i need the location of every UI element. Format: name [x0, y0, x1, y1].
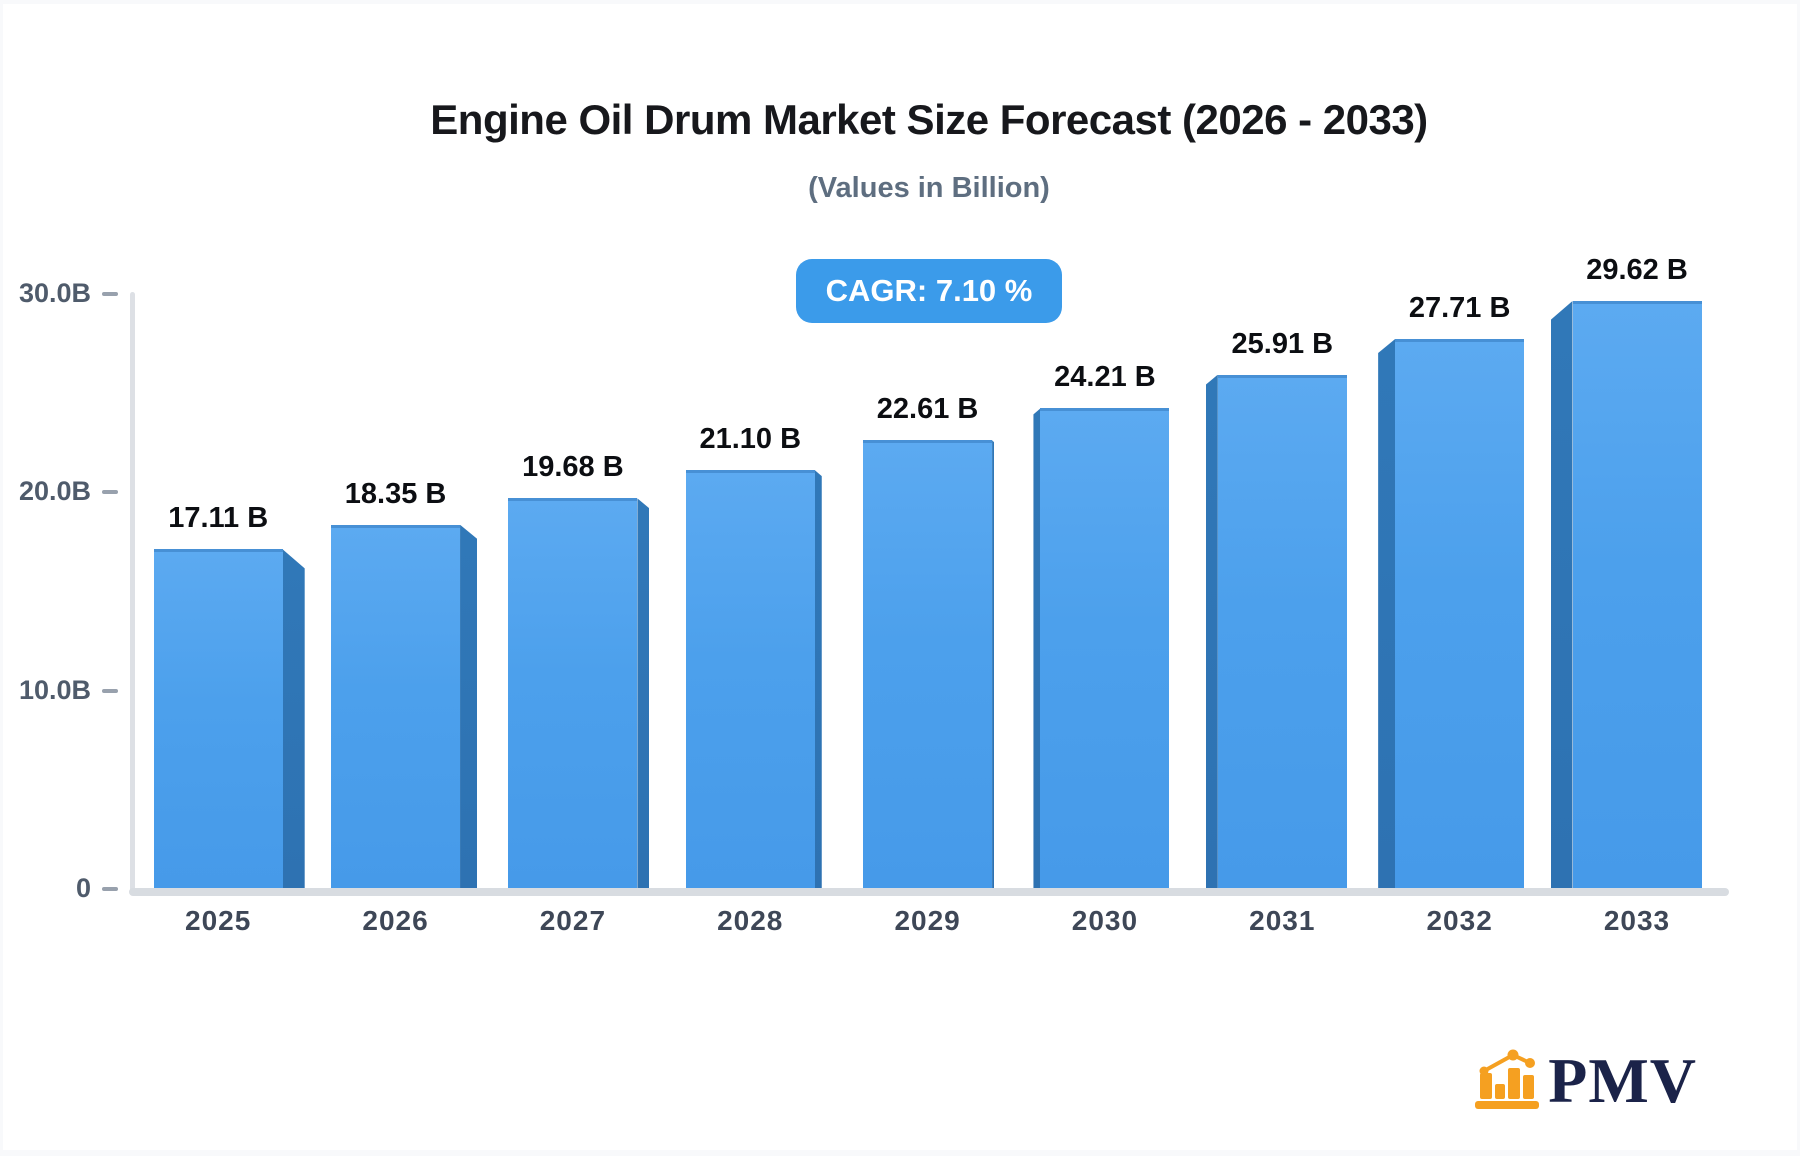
x-axis-label: 2031 [1249, 905, 1316, 936]
bar-value-label: 25.91 B [1231, 327, 1334, 360]
bar-side-shadow [814, 470, 822, 891]
x-axis-label: 2029 [894, 905, 961, 936]
chart-title: Engine Oil Drum Market Size Forecast (20… [430, 96, 1428, 143]
bar-side-shadow [1033, 408, 1041, 891]
bar-value-label: 27.71 B [1408, 291, 1511, 324]
bar-value-label: 19.68 B [522, 451, 624, 484]
bar-value-label: 24.21 B [1054, 361, 1156, 394]
bar-value-label: 22.61 B [876, 393, 979, 426]
x-axis-label: 2030 [1071, 905, 1139, 936]
y-axis-tick [102, 490, 118, 494]
bar-value-label: 29.62 B [1586, 254, 1688, 287]
bar-side-shadow [1205, 374, 1218, 891]
bar-value-label: 18.35 B [344, 477, 447, 510]
x-axis-label: 2028 [717, 905, 784, 936]
x-axis-label: 2025 [185, 905, 252, 936]
bar [685, 470, 815, 891]
logo-text: PMV [1548, 1045, 1697, 1116]
bar-value-label: 17.11 B [168, 502, 269, 535]
bar-side-shadow [282, 549, 305, 891]
chart-card: Engine Oil Drum Market Size Forecast (20… [3, 4, 1797, 1150]
chart-subtitle: (Values in Billion) [808, 172, 1050, 204]
bar [508, 498, 638, 891]
bar [1395, 338, 1525, 891]
y-axis-tick [102, 291, 118, 296]
bar [331, 524, 461, 891]
x-axis-label: 2027 [539, 905, 607, 936]
y-axis-label: 10.0B [18, 674, 91, 705]
bar-chart-icon [1475, 1049, 1540, 1109]
x-axis-baseline [129, 888, 1729, 896]
y-axis-line [130, 292, 135, 894]
bar-chart: 30.0B 20.0B 10.0B 0 17.11 B 2025 18.35 B 2026 19… [3, 4, 1797, 1150]
y-axis-label: 30.0B [18, 277, 91, 308]
bar-side-shadow [992, 440, 995, 891]
y-axis-label: 0 [75, 873, 91, 903]
y-axis-label: 20.0B [18, 476, 91, 506]
pmv-logo: PMV [1474, 1045, 1697, 1116]
bar-side-shadow [1378, 338, 1396, 891]
bar [153, 549, 283, 891]
bar-side-shadow [637, 498, 650, 891]
x-axis-label: 2026 [362, 905, 429, 936]
bar [1572, 301, 1702, 891]
y-axis-tick [102, 688, 118, 693]
bar [1040, 408, 1170, 891]
cagr-badge-row: CAGR: 7.10 % [133, 259, 1725, 323]
x-axis-label: 2033 [1603, 905, 1671, 936]
cagr-badge: CAGR: 7.10 % [795, 259, 1063, 323]
bar-side-shadow [460, 524, 478, 891]
bar [1217, 374, 1347, 891]
bar-side-shadow [1550, 301, 1573, 891]
x-axis-label: 2032 [1426, 905, 1493, 936]
y-axis-tick [102, 887, 118, 891]
bar-value-label: 21.10 B [699, 423, 802, 456]
bar [863, 440, 993, 891]
